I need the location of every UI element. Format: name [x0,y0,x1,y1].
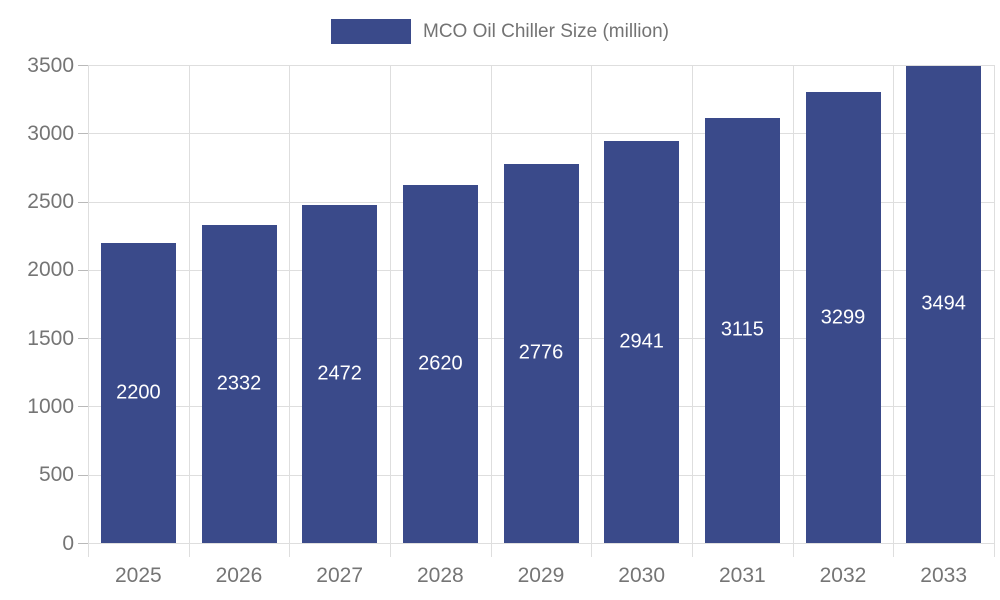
y-gridline [88,65,994,66]
bar-value-label: 2776 [518,341,564,364]
y-axis-tick [78,269,88,271]
x-gridline [188,65,190,557]
legend-swatch-icon [331,19,411,44]
legend: MCO Oil Chiller Size (million) [0,19,1000,44]
bar-value-label: 2472 [317,362,362,385]
y-axis-tick [78,474,88,476]
bar: 2620 [402,185,478,543]
y-axis-tick [78,338,88,340]
bar: 2941 [604,141,680,543]
y-axis-tick-label: 3000 [27,121,74,145]
x-gridline [692,65,693,557]
bar: 2332 [201,224,277,543]
bar-value-label: 2200 [116,381,161,404]
y-axis-tick-label: 500 [38,463,74,487]
bar-value-label: 3115 [720,318,764,341]
x-gridline [994,65,995,557]
bar: 3299 [805,92,881,543]
bar: 2472 [302,205,378,543]
bar: 2776 [503,163,579,543]
x-gridline [390,65,391,557]
x-gridline [490,65,492,557]
bar: 3115 [704,117,780,543]
x-gridline [893,65,895,557]
x-axis-tick-label: 2030 [618,564,666,587]
y-axis-tick [78,406,88,408]
y-axis-tick-label: 0 [62,531,74,555]
y-axis-tick [78,133,88,135]
x-axis-tick-label: 2033 [920,564,968,587]
bar-value-label: 2332 [216,372,262,395]
bar-value-label: 3494 [921,292,966,315]
y-axis-tick-label: 2500 [27,190,74,214]
bar-value-label: 3299 [820,306,866,329]
y-axis-tick-label: 1000 [27,394,74,418]
y-axis-tick-label: 2000 [27,258,74,282]
y-axis-tick-label: 1500 [27,326,74,350]
bar-value-label: 2620 [418,352,463,375]
x-gridline [88,65,89,557]
y-axis-tick [78,543,88,544]
y-axis-tick [78,65,88,66]
x-axis-tick-label: 2031 [718,564,766,587]
y-gridline [88,543,994,544]
x-gridline [591,65,593,557]
bar-value-label: 2941 [619,330,664,353]
x-gridline [792,65,794,557]
x-axis-tick-label: 2029 [517,564,565,587]
x-axis-tick-label: 2027 [316,564,364,587]
legend-item[interactable]: MCO Oil Chiller Size (million) [331,19,669,44]
x-gridline [289,65,291,557]
legend-label: MCO Oil Chiller Size (million) [423,20,669,42]
y-gridline [88,133,994,135]
x-axis-tick-label: 2026 [215,564,263,587]
x-axis-tick-label: 2028 [416,564,464,587]
y-axis-tick-label: 3500 [27,53,74,77]
x-axis-tick-label: 2032 [819,564,867,587]
bar: 3494 [906,65,982,543]
bar: 2200 [100,242,176,543]
y-axis-tick [78,201,88,203]
x-axis-tick-label: 2025 [114,564,162,587]
